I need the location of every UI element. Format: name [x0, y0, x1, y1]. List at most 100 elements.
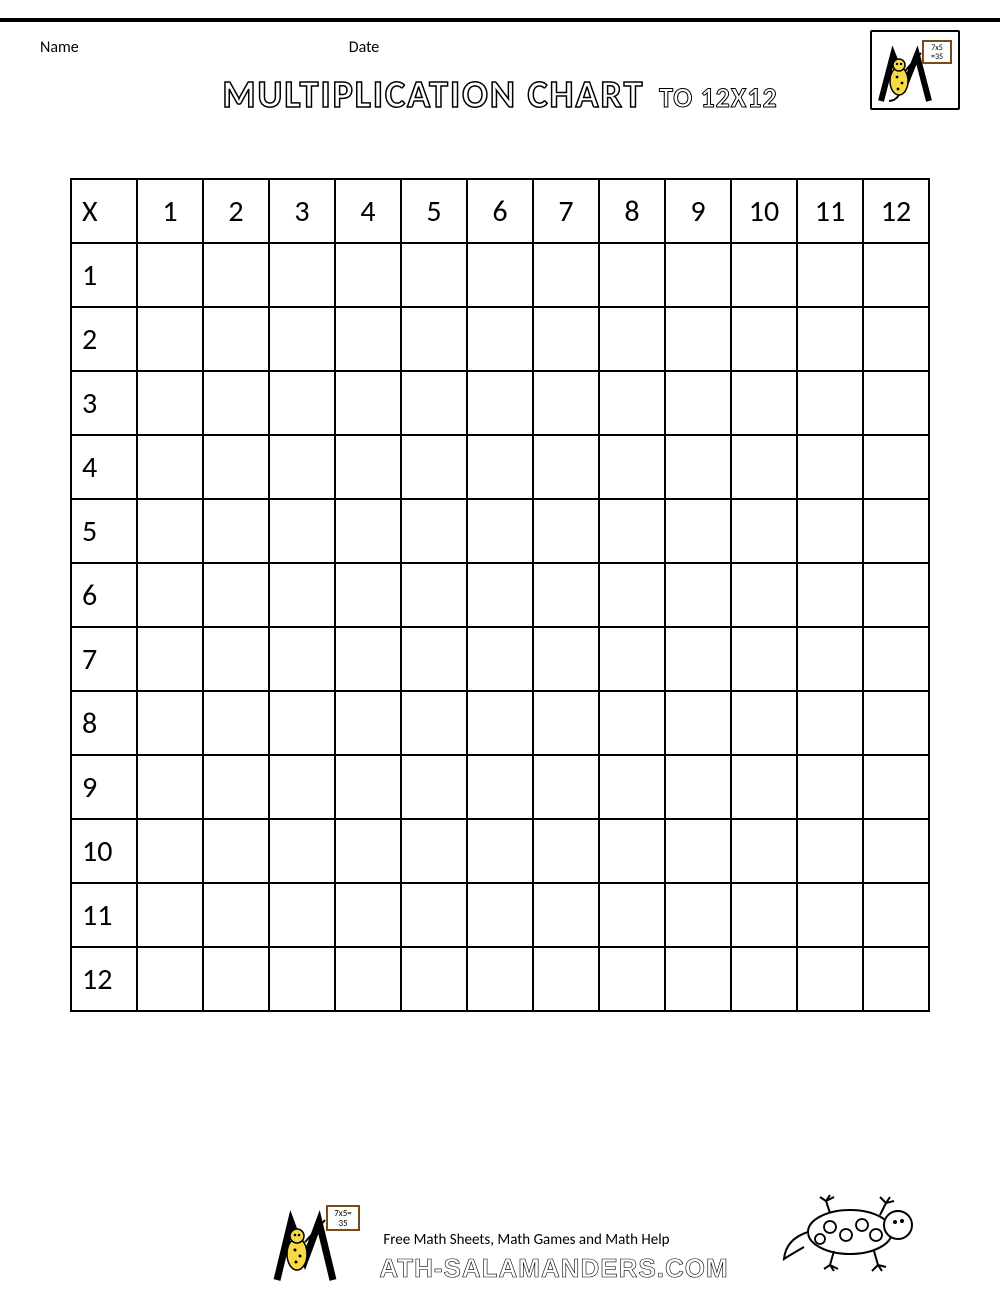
table-cell: [269, 947, 335, 1011]
table-cell: [533, 499, 599, 563]
row-header: 6: [71, 563, 137, 627]
table-cell: [665, 819, 731, 883]
table-cell: [467, 243, 533, 307]
table-cell: [467, 499, 533, 563]
table-cell: [665, 691, 731, 755]
footer-salamander-icon: [780, 1177, 950, 1292]
table-cell: [269, 243, 335, 307]
date-label: Date: [349, 38, 380, 57]
table-cell: [863, 691, 929, 755]
table-cell: [599, 563, 665, 627]
table-row: 3: [71, 371, 929, 435]
table-cell: [665, 435, 731, 499]
table-cell: [731, 435, 797, 499]
column-header: 11: [797, 179, 863, 243]
table-cell: [203, 307, 269, 371]
column-header: 9: [665, 179, 731, 243]
table-cell: [137, 499, 203, 563]
table-cell: [797, 563, 863, 627]
table-cell: [203, 755, 269, 819]
table-cell: [401, 947, 467, 1011]
table-cell: [533, 691, 599, 755]
table-row: 8: [71, 691, 929, 755]
column-header: 2: [203, 179, 269, 243]
table-cell: [203, 819, 269, 883]
table-cell: [203, 563, 269, 627]
table-cell: [797, 435, 863, 499]
table-cell: [797, 307, 863, 371]
table-cell: [335, 243, 401, 307]
table-row: 7: [71, 627, 929, 691]
table-cell: [203, 243, 269, 307]
column-header: 4: [335, 179, 401, 243]
table-row: 10: [71, 819, 929, 883]
svg-text:35: 35: [339, 1218, 349, 1229]
table-cell: [335, 627, 401, 691]
table-cell: [335, 883, 401, 947]
column-header: 5: [401, 179, 467, 243]
footer-url: ATH-SALAMANDERS.COM: [379, 1253, 728, 1284]
row-header: 10: [71, 819, 137, 883]
table-cell: [533, 307, 599, 371]
table-cell: [203, 947, 269, 1011]
row-header: 8: [71, 691, 137, 755]
table-cell: [533, 755, 599, 819]
table-cell: [137, 435, 203, 499]
row-header: 2: [71, 307, 137, 371]
footer-tagline: Free Math Sheets, Math Games and Math He…: [383, 1231, 728, 1249]
table-cell: [269, 691, 335, 755]
table-cell: [467, 883, 533, 947]
table-cell: [203, 883, 269, 947]
table-cell: [797, 947, 863, 1011]
column-header: 8: [599, 179, 665, 243]
table-cell: [401, 627, 467, 691]
table-cell: [731, 755, 797, 819]
table-cell: [269, 627, 335, 691]
column-header: 6: [467, 179, 533, 243]
table-cell: [269, 819, 335, 883]
table-cell: [137, 307, 203, 371]
title-main: MULTIPLICATION CHART: [222, 72, 644, 118]
table-cell: [533, 243, 599, 307]
table-cell: [731, 371, 797, 435]
table-cell: [137, 819, 203, 883]
table-cell: [599, 691, 665, 755]
field-labels: Name Date: [40, 28, 379, 57]
table-row: 5: [71, 499, 929, 563]
table-cell: [863, 243, 929, 307]
table-cell: [863, 947, 929, 1011]
table-cell: [467, 691, 533, 755]
table-cell: [797, 691, 863, 755]
table-row: X123456789101112: [71, 179, 929, 243]
table-cell: [335, 435, 401, 499]
table-cell: [599, 755, 665, 819]
footer-text: Free Math Sheets, Math Games and Math He…: [379, 1231, 728, 1284]
svg-text:=35: =35: [931, 52, 943, 62]
table-cell: [401, 755, 467, 819]
table-cell: [203, 499, 269, 563]
table-cell: [665, 563, 731, 627]
table-corner: X: [71, 179, 137, 243]
table-cell: [533, 435, 599, 499]
table-cell: [731, 627, 797, 691]
table-cell: [137, 755, 203, 819]
table-cell: [401, 819, 467, 883]
table-cell: [863, 307, 929, 371]
table-cell: [401, 435, 467, 499]
table-cell: [863, 883, 929, 947]
row-header: 12: [71, 947, 137, 1011]
table-cell: [797, 755, 863, 819]
table-cell: [665, 947, 731, 1011]
chart-container: X123456789101112123456789101112: [0, 138, 1000, 1012]
table-cell: [599, 947, 665, 1011]
table-cell: [665, 883, 731, 947]
table-cell: [665, 499, 731, 563]
table-cell: [533, 371, 599, 435]
table-cell: [335, 371, 401, 435]
table-cell: [269, 883, 335, 947]
footer-logo: 7x5= 35: [271, 1200, 367, 1284]
table-cell: [137, 627, 203, 691]
table-cell: [731, 819, 797, 883]
table-row: 6: [71, 563, 929, 627]
row-header: 1: [71, 243, 137, 307]
